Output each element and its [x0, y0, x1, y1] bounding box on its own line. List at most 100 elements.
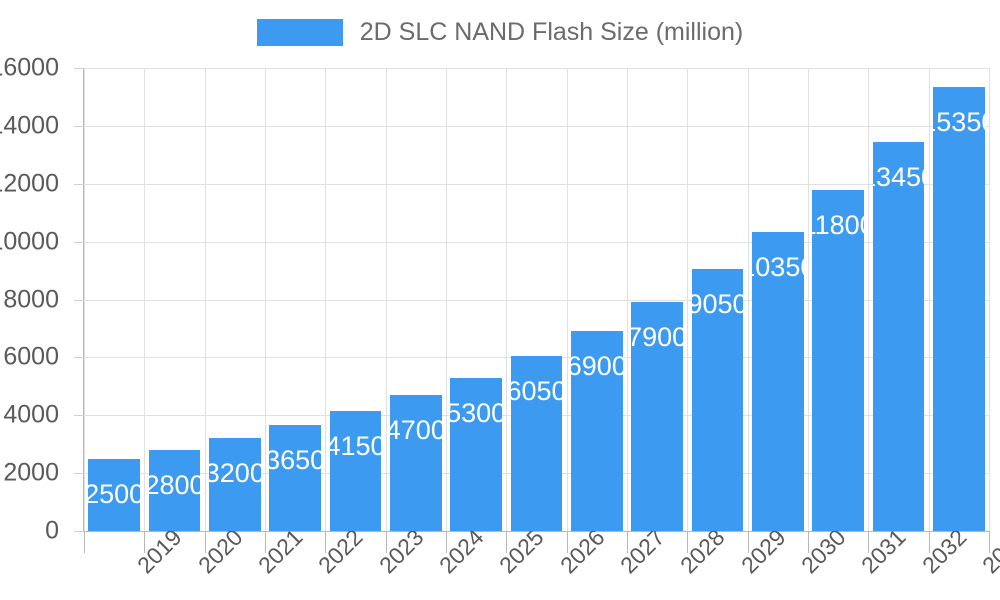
x-tick-label: 2032: [916, 523, 972, 579]
grid-line-vertical: [989, 68, 990, 531]
x-tick-mark: [868, 531, 869, 553]
bar[interactable]: 4700: [390, 395, 442, 531]
x-axis-line: [74, 531, 989, 532]
x-tick-label: 2029: [735, 523, 791, 579]
grid-line-vertical: [687, 68, 688, 531]
grid-line-vertical: [868, 68, 869, 531]
x-tick-mark: [325, 531, 326, 553]
x-tick-label: 2019: [132, 523, 187, 579]
x-tick-label: 2026: [554, 523, 610, 579]
grid-line-horizontal: [84, 125, 989, 127]
bar[interactable]: 13450: [872, 141, 925, 531]
y-tick-mark: [74, 241, 84, 243]
y-tick-label: 4000: [3, 400, 59, 429]
grid-line-vertical: [748, 68, 749, 531]
x-tick-mark: [386, 531, 387, 553]
x-tick-label: 2020: [192, 523, 248, 579]
grid-line-vertical: [808, 68, 809, 531]
bar[interactable]: 6050: [510, 355, 563, 531]
bar-value-label: 9050: [691, 289, 744, 320]
x-tick-label: 2024: [433, 523, 489, 579]
grid-line-vertical: [929, 68, 930, 531]
x-tick-label: 2027: [614, 523, 670, 579]
grid-line-vertical: [144, 68, 145, 531]
grid-line-vertical: [446, 68, 447, 531]
x-tick-label: 2021: [252, 523, 308, 579]
x-tick-mark: [989, 531, 990, 553]
x-tick-mark: [446, 531, 447, 553]
y-tick-label: 6000: [3, 342, 59, 371]
x-tick-label: 2031: [856, 523, 911, 579]
bar-value-label: 4150: [329, 430, 382, 461]
y-tick-mark: [74, 415, 84, 417]
grid-line-horizontal: [84, 241, 989, 243]
x-tick-mark: [567, 531, 568, 553]
x-tick-label: 2033: [976, 523, 1000, 579]
bar-value-label: 2800: [148, 469, 201, 500]
bar[interactable]: 4150: [329, 410, 382, 531]
legend-item-series-1[interactable]: 2D SLC NAND Flash Size (million): [256, 17, 744, 47]
bar-value-label: 4700: [390, 415, 442, 445]
bar[interactable]: 11800: [812, 189, 864, 531]
bar[interactable]: 3650: [269, 425, 321, 531]
x-tick-label: 2030: [795, 523, 851, 579]
x-tick-label: 2023: [373, 523, 429, 579]
y-tick-mark: [74, 68, 84, 69]
x-tick-label: 2028: [675, 523, 730, 579]
y-tick-mark: [74, 357, 84, 359]
bar-value-label: 3200: [209, 458, 261, 489]
y-tick-mark: [74, 473, 84, 475]
grid-line-vertical: [567, 68, 568, 531]
bar-value-label: 2500: [88, 478, 140, 509]
bar-value-label: 10350: [752, 251, 804, 282]
grid-line-vertical: [627, 68, 628, 531]
grid-line-vertical: [506, 68, 507, 531]
bar-value-label: 6900: [571, 351, 623, 382]
grid-line-horizontal: [84, 299, 989, 301]
x-tick-mark: [84, 531, 85, 553]
chart-legend: 2D SLC NAND Flash Size (million): [0, 14, 1000, 50]
bar[interactable]: 9050: [691, 269, 744, 531]
y-tick-label: 16000: [0, 53, 59, 82]
y-tick-label: 14000: [0, 111, 59, 140]
bar-value-label: 3650: [269, 445, 321, 476]
bar-value-label: 13450: [873, 161, 925, 192]
bar[interactable]: 10350: [752, 231, 804, 531]
bar-value-label: 15350: [933, 106, 985, 137]
x-tick-label: 2025: [494, 523, 549, 579]
plot-area: 0 2000 4000 6000 8000 10000 12000 14000 16000 20…: [0, 54, 1000, 579]
y-tick-mark: [74, 183, 84, 185]
grid-line-vertical: [386, 68, 387, 531]
y-tick-mark: [74, 531, 84, 532]
grid-line-vertical: [265, 68, 266, 531]
x-tick-mark: [929, 531, 930, 553]
y-tick-mark: [74, 125, 84, 127]
bar[interactable]: 15350: [933, 86, 985, 531]
x-tick-mark: [265, 531, 266, 553]
bar[interactable]: 5300: [450, 377, 502, 531]
bar[interactable]: 3200: [209, 438, 261, 531]
x-tick-mark: [748, 531, 749, 553]
y-tick-label: 0: [45, 516, 59, 545]
bar-value-label: 7900: [631, 322, 683, 353]
x-tick-mark: [627, 531, 628, 553]
y-tick-label: 2000: [3, 458, 59, 487]
grid-line-horizontal: [84, 68, 989, 69]
bar[interactable]: 2800: [148, 449, 201, 531]
y-tick-label: 12000: [0, 169, 59, 198]
bar-value-label: 5300: [450, 397, 502, 428]
legend-swatch-icon[interactable]: [256, 18, 343, 46]
x-tick-label: 2022: [313, 523, 368, 579]
x-tick-mark: [506, 531, 507, 553]
bar-value-label: 6050: [510, 375, 563, 406]
legend-label: 2D SLC NAND Flash Size (million): [359, 17, 744, 46]
bar[interactable]: 7900: [631, 302, 683, 531]
grid-line-vertical: [205, 68, 206, 531]
x-tick-mark: [205, 531, 206, 553]
x-tick-mark: [687, 531, 688, 553]
x-tick-mark: [144, 531, 145, 553]
bar[interactable]: 2500: [88, 458, 140, 531]
bar[interactable]: 6900: [571, 331, 623, 531]
grid-line-vertical: [325, 68, 326, 531]
